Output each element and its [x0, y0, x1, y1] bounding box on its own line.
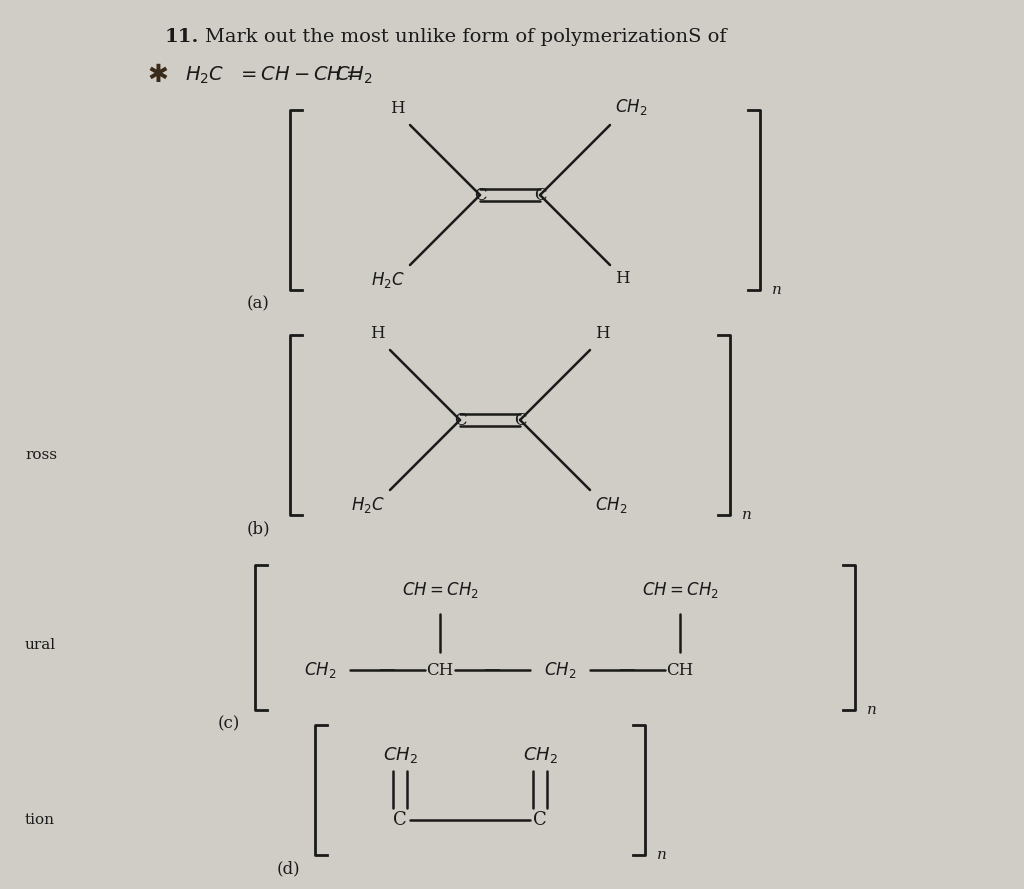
Text: n: n	[657, 848, 667, 862]
Text: n: n	[867, 703, 877, 717]
Text: $CH_2$: $CH_2$	[544, 660, 577, 680]
Text: $CH_2$: $CH_2$	[335, 64, 373, 85]
Text: H: H	[615, 270, 630, 287]
Text: C: C	[454, 412, 466, 428]
Text: n: n	[742, 508, 752, 522]
Text: 11.: 11.	[165, 28, 200, 46]
Text: $=CH-CH=$: $=CH-CH=$	[237, 66, 361, 84]
Text: ural: ural	[25, 638, 56, 652]
Text: $CH_2$: $CH_2$	[304, 660, 336, 680]
Text: C: C	[534, 811, 547, 829]
Text: —: —	[379, 661, 395, 678]
Text: C: C	[393, 811, 407, 829]
Text: —: —	[618, 661, 635, 678]
Text: $CH_2$: $CH_2$	[615, 97, 647, 117]
Text: (a): (a)	[247, 295, 270, 312]
Text: (d): (d)	[276, 860, 300, 877]
Text: (b): (b)	[247, 520, 270, 537]
Text: CH: CH	[667, 661, 693, 678]
Text: $CH=CH_2$: $CH=CH_2$	[642, 580, 719, 600]
Text: tion: tion	[25, 813, 55, 827]
Text: C: C	[534, 187, 547, 204]
Text: ✱: ✱	[147, 63, 169, 87]
Text: ross: ross	[25, 448, 57, 462]
Text: $H_2C$: $H_2C$	[371, 270, 406, 290]
Text: $CH_2$: $CH_2$	[522, 745, 557, 765]
Text: $H_2C$: $H_2C$	[351, 495, 385, 515]
Text: (c): (c)	[218, 715, 240, 732]
Text: —: —	[483, 661, 501, 678]
Text: H: H	[595, 325, 609, 342]
Text: —: —	[461, 811, 479, 829]
Text: H: H	[371, 325, 385, 342]
Text: CH: CH	[426, 661, 454, 678]
Text: C: C	[514, 412, 526, 428]
Text: H: H	[390, 100, 406, 117]
Text: $CH_2$: $CH_2$	[383, 745, 418, 765]
Text: $CH=CH_2$: $CH=CH_2$	[401, 580, 478, 600]
Text: $H_2C$: $H_2C$	[185, 64, 224, 85]
Text: $CH_2$: $CH_2$	[595, 495, 628, 515]
Text: n: n	[772, 283, 782, 297]
Text: Mark out the most unlike form of polymerizationS of: Mark out the most unlike form of polymer…	[205, 28, 727, 46]
Text: C: C	[474, 187, 486, 204]
